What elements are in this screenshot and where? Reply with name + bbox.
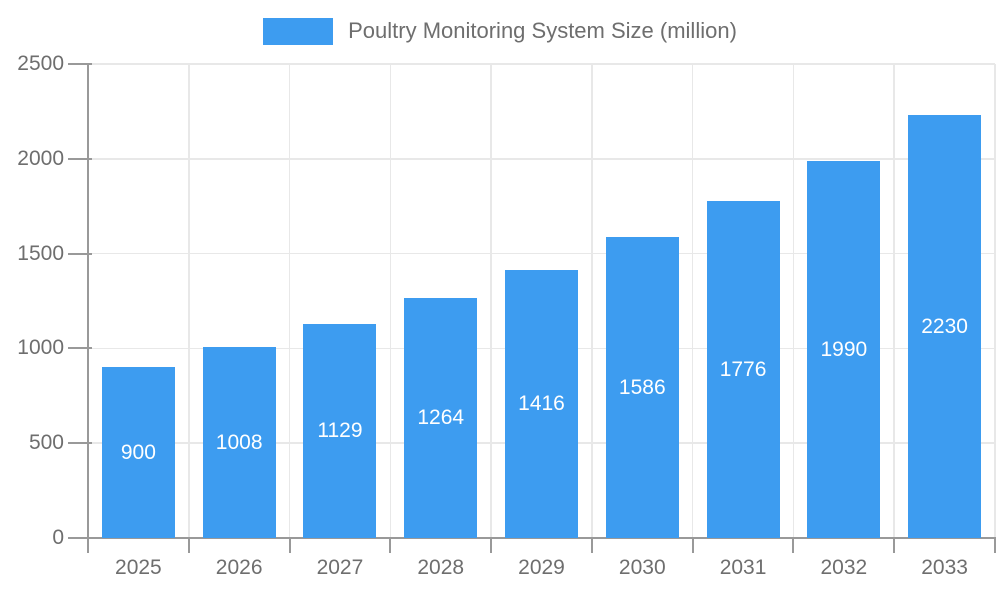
bar-2031[interactable]: 1776 [706,201,780,538]
bar-value-label: 2230 [921,314,968,338]
bar-2028[interactable]: 1264 [404,298,478,538]
x-axis-line [87,537,996,539]
x-axis-tick [87,539,89,553]
y-axis-tick [68,347,92,350]
y-axis-label: 2000 [17,146,64,170]
gridline-vertical [792,64,795,538]
legend-item[interactable]: Poultry Monitoring System Size (million) [0,17,1000,45]
x-axis-label: 2026 [215,556,263,579]
x-axis-tick [490,539,493,553]
x-axis-tick [792,539,795,553]
gridline-vertical [994,64,996,538]
x-axis-label: 2031 [719,556,767,579]
y-axis-line [87,64,89,538]
x-axis-label: 2029 [518,556,565,579]
x-axis-tick [590,539,593,553]
bar-2026[interactable]: 1008 [202,347,276,538]
x-axis-tick [288,539,291,553]
bar-value-label: 1129 [317,419,363,442]
gridline-horizontal [88,63,995,65]
gridline-vertical [288,64,291,538]
gridline-vertical [188,64,190,538]
bar-2032[interactable]: 1990 [807,161,881,538]
x-axis-tick [389,539,392,553]
legend-swatch-icon [263,17,334,45]
y-axis-tick [68,442,92,445]
gridline-vertical [893,64,895,538]
bar-value-label: 1264 [417,406,465,429]
x-axis-label: 2027 [316,556,364,579]
y-axis-label: 1000 [17,336,64,360]
bar-2033[interactable]: 2230 [908,115,982,538]
bar-value-label: 1008 [215,430,263,454]
gridline-vertical [591,64,593,538]
x-axis-label: 2030 [618,556,666,579]
bar-2029[interactable]: 1416 [505,270,578,538]
y-axis-label: 2500 [17,52,64,75]
y-axis-tick [68,157,92,160]
y-axis-tick [68,252,92,255]
gridline-vertical [490,64,492,538]
x-axis-label: 2028 [417,556,465,579]
bar-value-label: 1776 [719,357,767,381]
y-axis-tick [68,63,92,65]
gridline-horizontal [88,252,995,255]
bar-value-label: 1416 [518,392,565,415]
y-axis-label: 500 [28,431,64,455]
x-axis-tick [994,539,996,553]
bar-2030[interactable]: 1586 [605,237,679,538]
legend-label: Poultry Monitoring System Size (million) [348,18,737,43]
x-axis-label: 2025 [115,556,162,579]
y-axis-label: 0 [52,526,64,549]
x-axis-tick [893,539,896,553]
gridline-vertical [389,64,392,538]
y-axis-label: 1500 [17,241,64,265]
gridline-horizontal [88,158,995,160]
x-axis-label: 2033 [921,556,968,579]
bar-value-label: 900 [120,440,156,464]
x-axis-tick [691,539,694,553]
bar-2027[interactable]: 1129 [303,324,377,538]
x-axis-label: 2032 [820,556,868,579]
gridline-vertical [691,64,694,538]
y-axis-tick [68,537,92,539]
x-axis-tick [187,539,190,553]
bar-value-label: 1586 [618,375,666,399]
bar-2025[interactable]: 900 [101,367,175,538]
bar-value-label: 1990 [820,337,868,361]
